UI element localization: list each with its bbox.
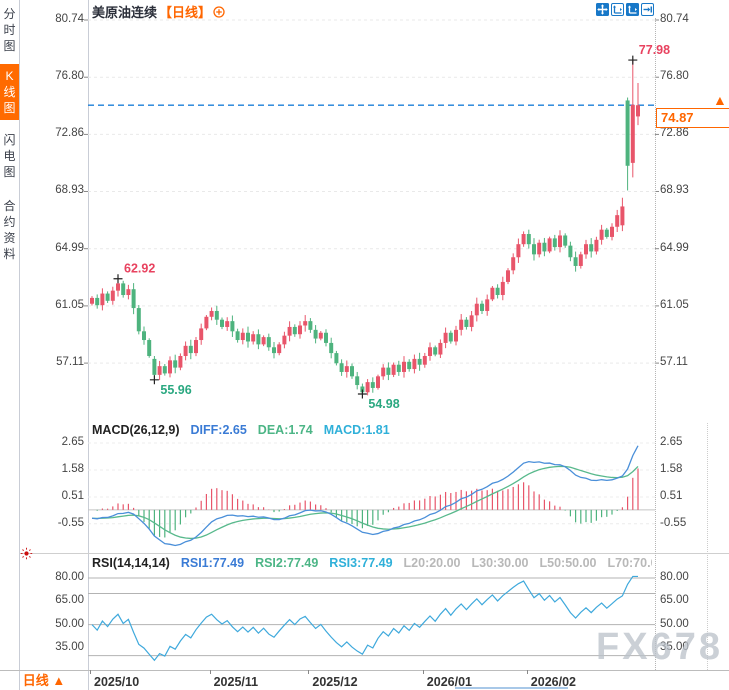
- rsi-value-label: L70:70.00: [607, 556, 652, 570]
- current-price-tag: 74.87: [656, 108, 729, 128]
- rsi-value-label: RSI3:77.49: [329, 556, 393, 570]
- zoom-y-axis-icon[interactable]: [626, 3, 639, 16]
- price-axis-label: 64.99: [55, 241, 84, 254]
- sidebar-item-flashchart[interactable]: 闪电图: [3, 133, 16, 179]
- price-annotation: 77.98: [639, 43, 670, 57]
- rsi-axis-label: 80.00: [660, 571, 689, 583]
- price-axis-label: 61.05: [660, 298, 689, 311]
- macd-axis-label: -0.55: [660, 516, 687, 529]
- rsi-value-label: L20:20.00: [403, 556, 461, 570]
- month-label: 2025/12: [312, 675, 358, 689]
- period-tag: 【日线】: [159, 5, 212, 20]
- jump-latest-icon[interactable]: [641, 3, 654, 16]
- rsi-axis-label: 50.00: [55, 617, 84, 630]
- sidebar-item-timechart[interactable]: 分时图: [3, 7, 16, 53]
- month-tick: [90, 670, 91, 674]
- rsi-axis-label: 50.00: [660, 617, 689, 630]
- macd-axis-label: 0.51: [61, 489, 84, 502]
- rsi-name: RSI(14,14,14): [92, 556, 170, 570]
- rsi-header: RSI(14,14,14) RSI1:77.49 RSI2:77.49 RSI3:77…: [92, 556, 652, 570]
- month-tick: [526, 670, 528, 674]
- macd-axis-label: -0.55: [57, 516, 84, 529]
- axis-divider: [0, 670, 729, 671]
- period-selector[interactable]: 日线 ▲: [0, 672, 89, 690]
- macd-panel[interactable]: [88, 421, 655, 553]
- month-tick: [308, 670, 310, 674]
- rsi-panel[interactable]: [88, 556, 655, 670]
- macd-name: MACD(26,12,9): [92, 423, 180, 437]
- price-annotation: 55.96: [160, 383, 191, 397]
- candlestick-chart[interactable]: 62.92 55.96 54.98 77.98: [84, 18, 670, 422]
- rsi-axis-label: 65.00: [55, 594, 84, 607]
- price-up-arrow-icon: ▲: [713, 92, 727, 108]
- macd-axis-label: 1.58: [61, 462, 84, 475]
- month-label: 2025/11: [213, 675, 259, 689]
- chevron-up-icon: ▲: [52, 673, 66, 688]
- rsi-axis-label: 35.00: [55, 640, 84, 653]
- gutter-dotted-line: [707, 423, 708, 670]
- rsi-value-label: RSI1:77.49: [180, 556, 245, 570]
- price-axis-label: 61.05: [55, 298, 84, 311]
- price-annotation: 62.92: [124, 262, 155, 276]
- month-label: 2026/01: [426, 675, 472, 689]
- macd-value-label: MACD:1.81: [323, 423, 390, 437]
- macd-axis-label: 2.65: [61, 436, 84, 448]
- month-tick: [422, 670, 424, 674]
- rsi-axis-label: 65.00: [660, 594, 689, 607]
- price-axis-label: 64.99: [660, 241, 689, 254]
- price-axis-label: 72.86: [55, 127, 84, 140]
- price-axis-label: 76.80: [660, 70, 689, 83]
- macd-header: MACD(26,12,9) DIFF:2.65 DEA:1.74 MACD:1.81: [92, 423, 652, 437]
- macd-axis-label: 0.51: [660, 489, 683, 502]
- rsi-value-label: L50:50.00: [539, 556, 597, 570]
- price-axis-label: 80.74: [660, 13, 689, 25]
- zoom-x-axis-icon[interactable]: [611, 3, 624, 16]
- right-axis-line: [655, 18, 656, 670]
- macd-axis-label: 1.58: [660, 462, 683, 475]
- price-axis-label: 80.74: [55, 13, 84, 25]
- sidebar-item-kline[interactable]: K线图: [0, 64, 19, 120]
- month-label: 2025/10: [94, 675, 140, 689]
- rsi-axis-label: 80.00: [55, 571, 84, 583]
- month-tick: [209, 670, 211, 674]
- sidebar-divider: [19, 0, 20, 690]
- price-axis-label: 57.11: [660, 356, 688, 369]
- rsi-axis-label: 35.00: [660, 640, 689, 653]
- scroll-thumb[interactable]: [455, 687, 568, 689]
- symbol-name: 美原油连续: [92, 5, 158, 20]
- pan-icon[interactable]: [596, 3, 609, 16]
- price-annotation: 54.98: [368, 397, 399, 411]
- sidebar-item-contract-info[interactable]: 合约资料: [3, 199, 16, 261]
- rsi-value-label: RSI2:77.49: [255, 556, 319, 570]
- price-axis-label: 57.11: [56, 356, 84, 369]
- sidebar: 分时图 K线图 闪电图 合约资料: [0, 0, 19, 266]
- chart-toolbar: [596, 3, 654, 16]
- indicator-hot-icon[interactable]: [20, 547, 33, 560]
- period-label: 日线: [22, 673, 49, 688]
- macd-axis-label: 2.65: [660, 436, 683, 448]
- macd-value-label: DIFF:2.65: [190, 423, 247, 437]
- price-axis-label: 72.86: [660, 127, 689, 140]
- price-axis-label: 68.93: [660, 184, 689, 197]
- month-label: 2026/02: [530, 675, 576, 689]
- price-axis-label: 68.93: [55, 184, 84, 197]
- plot-left-border: [88, 0, 89, 690]
- macd-value-label: DEA:1.74: [257, 423, 313, 437]
- circle-plus-icon[interactable]: [213, 5, 225, 18]
- macd-rsi-divider: [20, 553, 729, 554]
- chart-title: 美原油连续 【日线】: [92, 2, 225, 21]
- price-axis-label: 76.80: [55, 70, 84, 83]
- rsi-value-label: L30:30.00: [471, 556, 529, 570]
